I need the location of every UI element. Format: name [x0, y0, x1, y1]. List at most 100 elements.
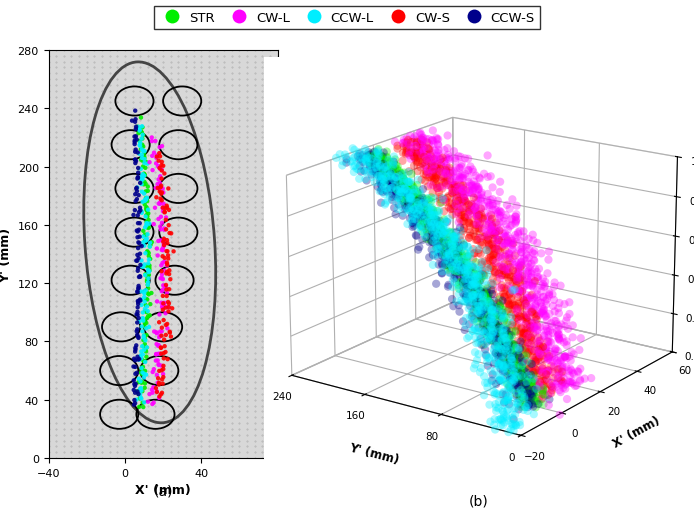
- Point: [131, 396, 142, 404]
- Point: [134, 403, 145, 411]
- Point: [135, 143, 146, 151]
- Point: [143, 210, 154, 218]
- Text: (a): (a): [153, 484, 173, 498]
- Point: [151, 387, 162, 395]
- Point: [136, 379, 147, 387]
- Point: [133, 333, 144, 341]
- Point: [137, 309, 149, 317]
- Point: [132, 184, 143, 192]
- Point: [140, 180, 151, 188]
- Point: [130, 346, 141, 354]
- Point: [141, 212, 152, 220]
- Point: [134, 137, 145, 146]
- Point: [157, 259, 168, 267]
- Point: [156, 158, 167, 166]
- Point: [137, 135, 148, 144]
- Point: [139, 160, 150, 168]
- Point: [158, 365, 169, 374]
- Point: [141, 205, 152, 213]
- Point: [148, 383, 159, 391]
- Point: [151, 298, 162, 306]
- Point: [155, 262, 167, 270]
- Point: [154, 165, 165, 174]
- Point: [146, 289, 157, 297]
- Point: [156, 303, 167, 312]
- Point: [139, 370, 150, 378]
- Point: [139, 367, 151, 375]
- Point: [158, 282, 169, 290]
- Point: [139, 358, 151, 366]
- Point: [158, 303, 169, 312]
- Legend: STR, CW-L, CCW-L, CW-S, CCW-S: STR, CW-L, CCW-L, CW-S, CCW-S: [154, 7, 540, 30]
- Point: [156, 246, 167, 254]
- Point: [133, 378, 144, 386]
- Point: [132, 175, 143, 183]
- Point: [153, 367, 164, 375]
- Point: [134, 126, 145, 134]
- Point: [140, 196, 151, 205]
- Point: [135, 146, 146, 154]
- Point: [168, 248, 179, 256]
- Point: [162, 355, 174, 363]
- Point: [137, 175, 148, 183]
- Point: [133, 124, 144, 132]
- Point: [137, 316, 149, 324]
- Point: [159, 225, 170, 233]
- Point: [133, 390, 144, 399]
- Point: [163, 303, 174, 312]
- Point: [139, 271, 151, 279]
- Point: [141, 222, 152, 230]
- Point: [142, 307, 153, 316]
- Point: [153, 176, 164, 184]
- Point: [158, 275, 169, 284]
- Point: [136, 173, 147, 181]
- Point: [154, 311, 165, 319]
- Point: [130, 149, 141, 157]
- Point: [139, 148, 150, 156]
- Point: [131, 195, 142, 204]
- Point: [136, 301, 147, 309]
- Point: [133, 175, 144, 183]
- Point: [155, 195, 166, 203]
- Point: [158, 208, 169, 216]
- Point: [143, 262, 154, 270]
- Point: [135, 180, 146, 188]
- Point: [142, 223, 153, 231]
- Point: [136, 208, 147, 216]
- Point: [161, 286, 172, 294]
- Point: [155, 223, 166, 231]
- Point: [155, 182, 167, 190]
- Point: [144, 323, 155, 331]
- Point: [162, 298, 174, 306]
- Point: [142, 231, 153, 239]
- Point: [135, 378, 146, 386]
- Point: [156, 143, 167, 151]
- Point: [135, 297, 146, 305]
- Point: [138, 288, 149, 296]
- Point: [158, 373, 169, 381]
- Point: [143, 260, 154, 268]
- Point: [153, 200, 164, 208]
- Point: [132, 234, 143, 242]
- Point: [163, 185, 174, 193]
- Point: [143, 252, 154, 261]
- Point: [158, 349, 169, 357]
- Point: [137, 124, 148, 132]
- Point: [137, 158, 149, 166]
- Point: [151, 350, 162, 358]
- Point: [156, 328, 167, 336]
- Point: [134, 220, 145, 228]
- Point: [139, 156, 150, 164]
- Point: [136, 387, 147, 395]
- Point: [142, 285, 153, 293]
- Point: [159, 254, 170, 263]
- Point: [155, 153, 166, 161]
- Point: [153, 215, 164, 223]
- Point: [129, 141, 140, 149]
- Point: [132, 267, 143, 275]
- Point: [136, 177, 147, 185]
- Point: [143, 216, 154, 224]
- Point: [164, 329, 176, 337]
- Point: [132, 288, 143, 296]
- Point: [163, 300, 174, 308]
